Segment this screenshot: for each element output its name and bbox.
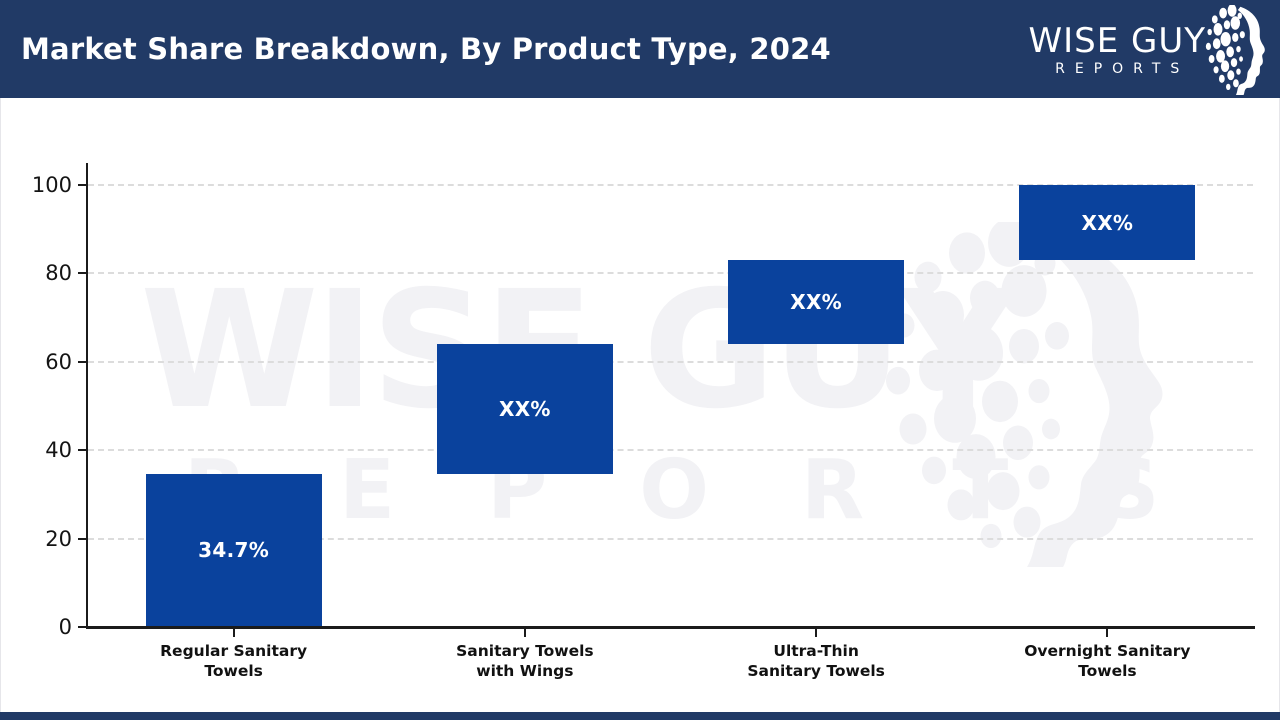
y-axis-tick-mark (78, 537, 87, 540)
chart-title: Market Share Breakdown, By Product Type,… (21, 32, 831, 66)
x-axis-tick-mark (232, 629, 235, 637)
x-axis-category-label: Regular Sanitary Towels (160, 642, 308, 680)
x-axis-line (86, 626, 1255, 629)
gridline-y-60 (88, 360, 1253, 363)
bar-segment: XX% (1019, 185, 1196, 261)
y-axis-tick-label: 60 (45, 349, 72, 374)
y-axis-tick-mark (78, 360, 87, 363)
gridline-y-20 (88, 537, 1253, 540)
x-axis-category-label: Overnight Sanitary Towels (1024, 642, 1191, 680)
gridline-y-100 (88, 184, 1253, 186)
y-axis-line (86, 163, 88, 629)
gridline-y-80 (88, 272, 1253, 275)
x-axis-tick-mark (1106, 629, 1109, 637)
logo-name-text: WISE GUY (1028, 21, 1206, 61)
y-axis-tick-label: 80 (45, 261, 72, 286)
gridline-y-40 (88, 449, 1253, 452)
bar-segment: XX% (728, 260, 905, 345)
x-axis-tick-mark (523, 629, 526, 637)
bar-segment: 34.7% (145, 473, 322, 627)
y-axis-tick-label: 40 (45, 438, 72, 463)
bar-value-label: XX% (498, 396, 551, 421)
y-axis-tick-label: 100 (31, 173, 72, 197)
x-axis-category-label: Ultra-Thin Sanitary Towels (747, 642, 885, 680)
x-axis-tick-mark (815, 629, 818, 637)
wise-guy-reports-logo: WISE GUY REPORTS (1028, 4, 1266, 96)
bar-value-label: XX% (790, 290, 843, 315)
y-axis-tick-mark (78, 184, 87, 186)
y-axis-tick-label: 20 (45, 526, 72, 551)
y-axis-tick-mark (78, 272, 87, 275)
y-axis-tick-label: 0 (58, 615, 72, 639)
header-bar: Market Share Breakdown, By Product Type,… (0, 0, 1280, 98)
bar-value-label: XX% (1081, 210, 1134, 235)
logo-text: WISE GUY REPORTS (1028, 24, 1206, 76)
x-axis-category-label: Sanitary Towels with Wings (456, 642, 594, 680)
bar-value-label: 34.7% (198, 538, 270, 563)
footer-bar (0, 712, 1280, 720)
logo-sub-text: REPORTS (1055, 61, 1190, 77)
y-axis-tick-mark (78, 626, 87, 628)
y-axis-tick-mark (78, 449, 87, 452)
bar-segment: XX% (436, 344, 613, 474)
logo-head-icon (1202, 5, 1266, 95)
